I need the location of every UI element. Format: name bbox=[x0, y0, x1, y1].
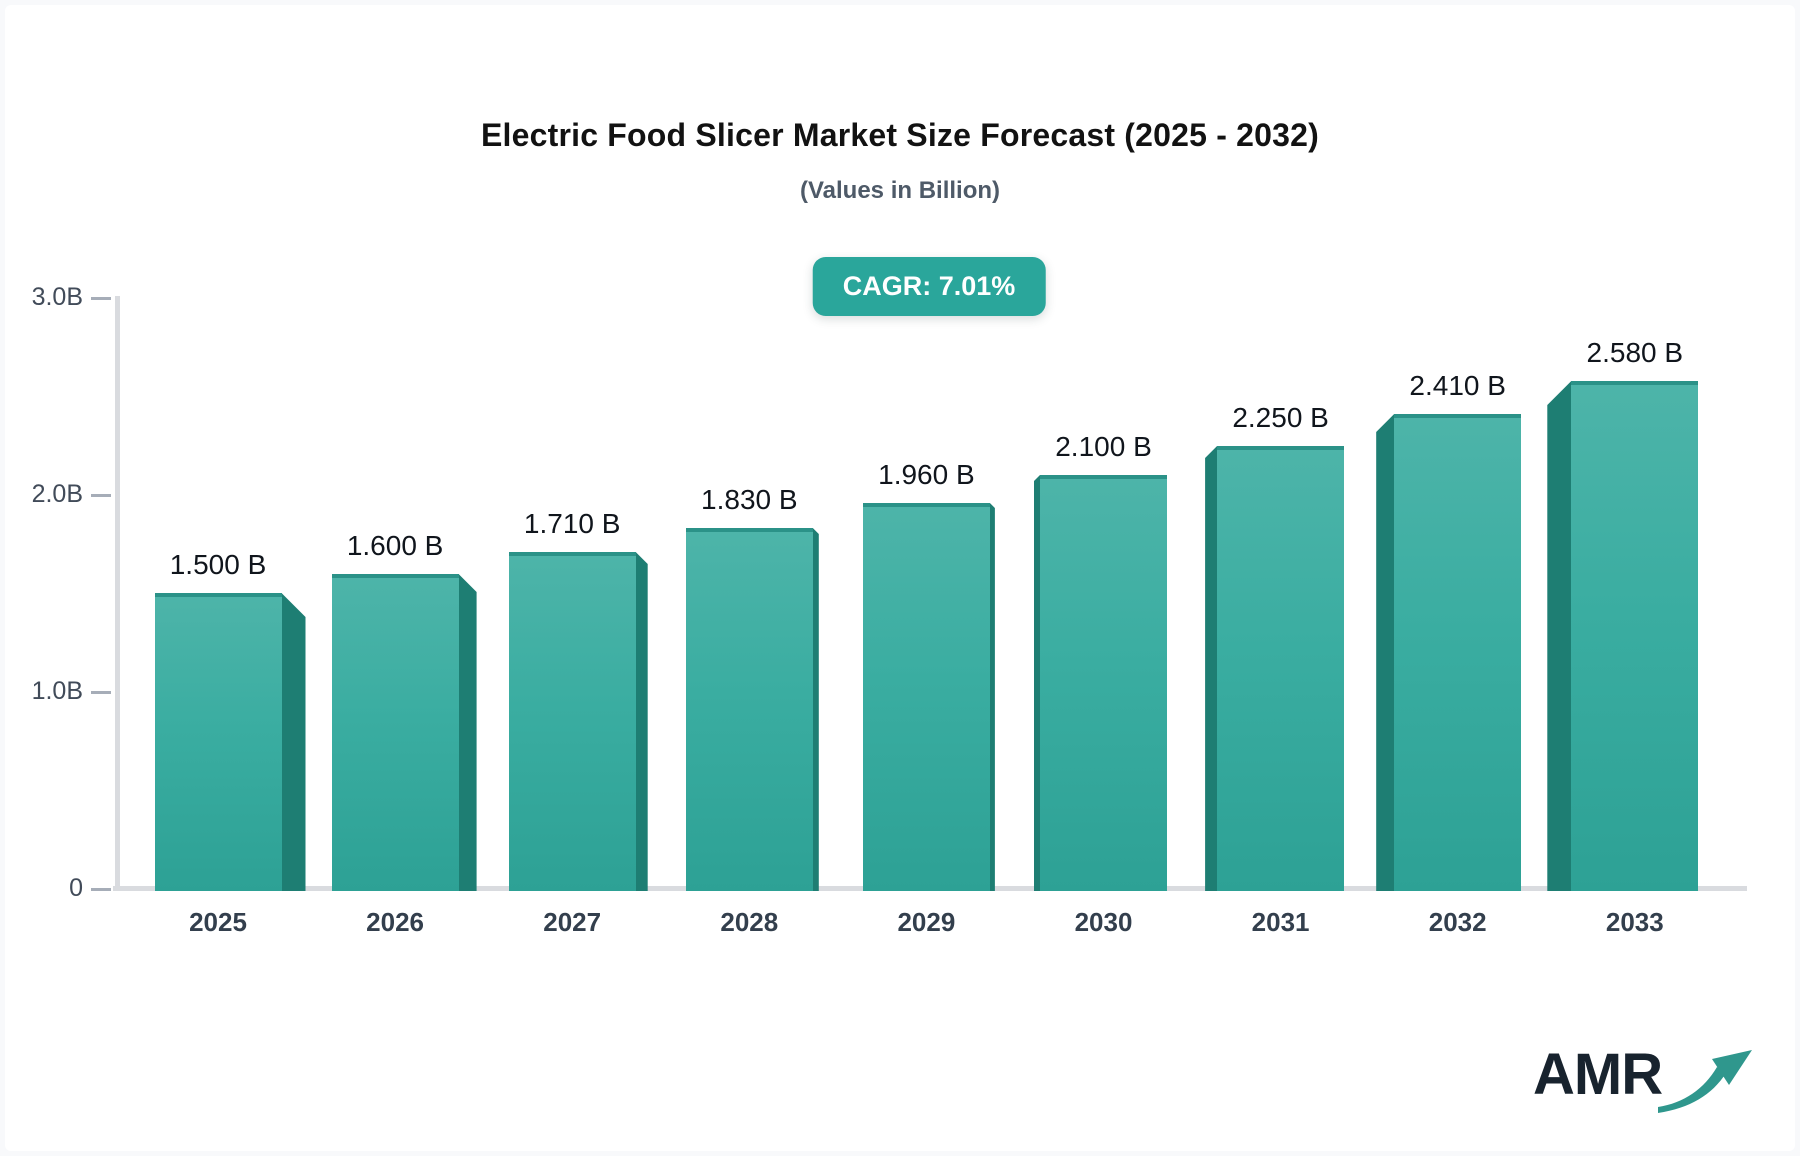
bar-value-label: 2.580 B bbox=[1586, 337, 1684, 368]
x-axis-label-2033: 2033 bbox=[1605, 907, 1664, 937]
x-axis-label-2029: 2029 bbox=[897, 907, 956, 937]
bar-front-face bbox=[1040, 475, 1167, 891]
bar-value-label: 1.710 B bbox=[523, 508, 621, 539]
cagr-badge: CAGR: 7.01% bbox=[812, 257, 1046, 316]
x-axis-label-2030: 2030 bbox=[1074, 907, 1133, 937]
amr-logo: AMR bbox=[1533, 1043, 1756, 1123]
x-axis-label-2028: 2028 bbox=[720, 907, 779, 937]
bar-2025 bbox=[154, 593, 306, 891]
x-axis-label-2026: 2026 bbox=[366, 907, 425, 937]
bar-side-face bbox=[812, 528, 819, 891]
y-tick-label: 0 bbox=[69, 874, 83, 902]
y-tick-dash bbox=[91, 297, 111, 300]
amr-logo-text: AMR bbox=[1533, 1042, 1663, 1107]
bar-2032 bbox=[1376, 414, 1522, 891]
bar-2028 bbox=[685, 528, 819, 891]
bar-front-face bbox=[331, 574, 459, 891]
chart-title: Electric Food Slicer Market Size Forecas… bbox=[480, 117, 1320, 153]
bar-value-label: 1.500 B bbox=[169, 549, 267, 580]
bar-side-face bbox=[1034, 475, 1040, 891]
y-tick-label: 3.0B bbox=[31, 283, 83, 311]
bar-front-face bbox=[1571, 381, 1699, 891]
growth-arrow-icon bbox=[1658, 1050, 1753, 1113]
bar-value-label: 1.600 B bbox=[346, 530, 444, 561]
bar-front-face bbox=[862, 503, 990, 891]
bar-2029 bbox=[862, 503, 995, 891]
bar-2030 bbox=[1034, 475, 1167, 891]
y-tick-label: 1.0B bbox=[31, 677, 83, 705]
bar-side-face bbox=[989, 503, 995, 891]
bar-side-face bbox=[1205, 446, 1218, 891]
bar-front-face bbox=[154, 593, 282, 891]
bar-value-label: 2.100 B bbox=[1055, 431, 1152, 462]
x-axis-label-2027: 2027 bbox=[543, 907, 602, 937]
bar-side-face bbox=[1547, 381, 1572, 891]
bar-value-label: 1.960 B bbox=[878, 459, 975, 490]
bar-2031 bbox=[1205, 446, 1345, 891]
x-axis-label-2032: 2032 bbox=[1428, 907, 1487, 937]
y-axis-line bbox=[115, 296, 120, 891]
bar-side-face bbox=[1376, 414, 1395, 891]
bar-value-label: 2.250 B bbox=[1232, 402, 1329, 433]
bar-front-face bbox=[1394, 414, 1522, 891]
bar-side-face bbox=[281, 593, 306, 891]
bar-value-label: 1.830 B bbox=[701, 484, 798, 515]
bar-front-face bbox=[508, 552, 636, 891]
bar-2027 bbox=[508, 552, 648, 891]
bar-side-face bbox=[458, 574, 477, 891]
bar-value-label: 2.410 B bbox=[1409, 370, 1506, 401]
x-axis-label-2025: 2025 bbox=[189, 907, 247, 937]
x-axis-label-2031: 2031 bbox=[1251, 907, 1310, 937]
bar-front-face bbox=[1217, 446, 1345, 891]
bar-2033 bbox=[1547, 381, 1699, 891]
bar-2026 bbox=[331, 574, 477, 891]
bar-front-face bbox=[685, 528, 813, 891]
bar-side-face bbox=[635, 552, 648, 891]
chart-card: Electric Food Slicer Market Size Forecas… bbox=[5, 5, 1795, 1151]
chart-subtitle: (Values in Billion) bbox=[799, 177, 1001, 204]
y-tick-dash bbox=[91, 691, 111, 694]
y-tick-dash bbox=[91, 888, 111, 891]
y-tick-label: 2.0B bbox=[31, 480, 83, 508]
y-tick-dash bbox=[91, 494, 111, 497]
